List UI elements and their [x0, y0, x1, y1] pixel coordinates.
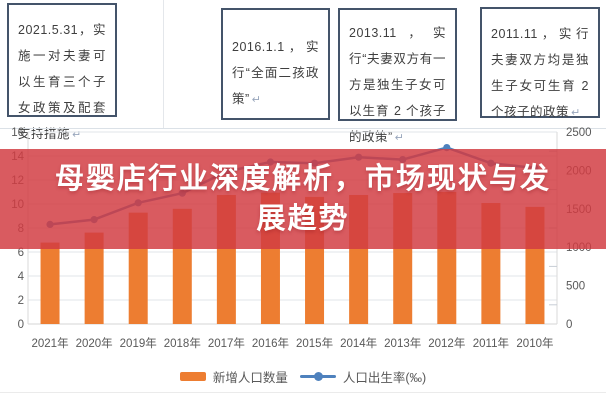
line-swatch-icon	[299, 371, 336, 381]
x-axis-label: 2017年	[208, 336, 245, 350]
left-axis-tick: 4	[18, 271, 25, 283]
policy-box-2021: 2021.5.31，实施一对夫妻可以生育三个子女政策及配套支持措施 ↵	[7, 3, 117, 141]
policy-box-2016: 2016.1.1，实行“全面二孩政策” ↵	[221, 8, 330, 120]
policy-text: 2011.11，实行夫妻双方均是独生子女可生育 2 个孩子的政策	[491, 27, 589, 119]
chart-legend: 新增人口数量 人口出生率(‰)	[0, 365, 606, 387]
left-axis-tick: 0	[18, 319, 24, 331]
legend-label-bars: 新增人口数量	[212, 370, 288, 385]
policy-text: 2021.5.31，实施一对夫妻可以生育三个子女政策及配套支持措施	[18, 23, 106, 141]
return-mark-icon: ↵	[394, 132, 405, 144]
bar-2020年	[84, 232, 104, 324]
x-axis-label: 2016年	[252, 336, 289, 350]
policy-text: 2016.1.1，实行“全面二孩政策”	[232, 40, 319, 106]
left-axis-tick: 6	[18, 247, 24, 259]
right-axis-tick: 2500	[566, 127, 592, 139]
legend-item-line: 人口出生率(‰)	[299, 367, 427, 386]
bottom-divider	[0, 392, 606, 393]
policy-box-2013: 2013.11，实行“夫妻双方有一方是独生子女可以生育 2 个孩子的政策” ↵	[338, 8, 457, 144]
page-title: 母婴店行业深度解析，市场现状与发展趋势	[54, 163, 551, 235]
return-mark-icon: ↵	[571, 107, 581, 119]
section-divider	[0, 128, 606, 129]
x-axis-label: 2021年	[31, 336, 68, 350]
column-divider	[163, 0, 164, 128]
x-axis-label: 2015年	[296, 336, 333, 350]
bar-swatch-icon	[179, 371, 206, 381]
x-axis-label: 2018年	[164, 336, 201, 350]
x-axis-label: 2011年	[473, 336, 509, 350]
x-axis-label: 2013年	[384, 336, 421, 350]
legend-item-bars: 新增人口数量	[179, 367, 288, 386]
x-axis-label: 2020年	[76, 336, 113, 350]
policy-box-2011: 2011.11，实行夫妻双方均是独生子女可生育 2 个孩子的政策 ↵	[480, 7, 600, 119]
bar-2021年	[40, 242, 60, 324]
x-axis-label: 2019年	[120, 336, 157, 350]
policy-text: 2013.11，实行“夫妻双方有一方是独生子女可以生育 2 个孩子的政策”	[349, 26, 446, 144]
overlay-band-fill	[0, 149, 606, 249]
legend-label-line: 人口出生率(‰)	[342, 370, 427, 385]
x-axis-label: 2014年	[340, 336, 377, 350]
return-mark-icon: ↵	[251, 94, 262, 106]
x-axis-label: 2010年	[516, 336, 553, 350]
right-axis-tick: 0	[566, 319, 572, 331]
left-axis-tick: 2	[18, 295, 24, 307]
left-axis-tick: 16	[11, 127, 24, 139]
right-axis-tick: 500	[566, 281, 585, 293]
x-axis-label: 2012年	[428, 336, 465, 350]
return-mark-icon: ↵	[72, 129, 82, 141]
title-overlay-band: 母婴店行业深度解析，市场现状与发展趋势	[0, 149, 606, 249]
